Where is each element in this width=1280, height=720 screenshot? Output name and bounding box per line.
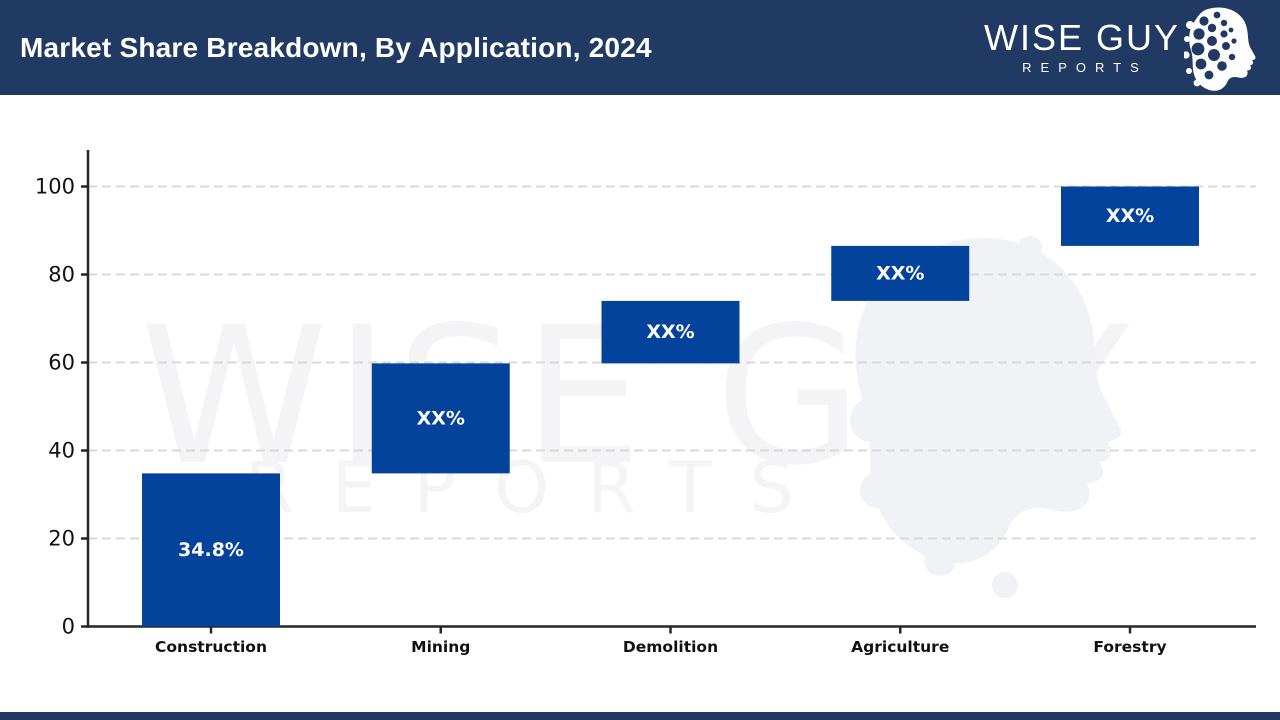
bar-value-label: XX% (417, 407, 465, 429)
waterfall-bar-forestry (1061, 186, 1199, 246)
head-profile-logo-icon (1184, 7, 1256, 91)
x-tick-label-demolition: Demolition (623, 638, 718, 656)
brand-logo: WISE GUY REPORTS (984, 3, 1270, 93)
x-tick-label-forestry: Forestry (1093, 638, 1166, 656)
waterfall-bar-agriculture (831, 245, 970, 301)
bar-value-label: XX% (646, 321, 694, 343)
x-tick-label-construction: Construction (155, 638, 267, 656)
watermark: WISE GUY REPORTS (140, 236, 1129, 598)
bar-value-label: XX% (876, 262, 924, 284)
waterfall-bar-demolition (601, 300, 740, 364)
bar-labels: 34.8% XX% XX% XX% XX% (178, 205, 1154, 561)
app-header: Market Share Breakdown, By Application, … (0, 0, 1280, 95)
bars (142, 186, 1199, 627)
axes: 0 20 40 60 80 100 Construction Mining Demolition… (35, 150, 1256, 656)
y-tick-label: 60 (48, 351, 75, 375)
y-tick-label: 40 (48, 439, 75, 463)
y-tick-label: 80 (48, 263, 75, 287)
y-tick-label: 20 (48, 527, 75, 551)
brand-name: WISE GUY (983, 17, 1180, 58)
bar-value-label: 34.8% (178, 539, 244, 561)
brand-logo-text: WISE GUY REPORTS (983, 17, 1180, 76)
y-tick-label: 0 (62, 615, 75, 639)
footer-bar (0, 712, 1280, 720)
brand-subname: REPORTS (1022, 60, 1148, 75)
waterfall-bar-mining (371, 363, 510, 474)
x-tick-label-agriculture: Agriculture (851, 638, 949, 656)
waterfall-bar-construction (142, 473, 280, 627)
page-title: Market Share Breakdown, By Application, … (20, 31, 652, 63)
watermark-line2: REPORTS (245, 447, 832, 529)
bar-value-label: XX% (1106, 205, 1154, 227)
y-tick-label: 100 (35, 175, 75, 199)
watermark-head-profile-icon (850, 236, 1122, 598)
x-tick-label-mining: Mining (411, 638, 470, 656)
